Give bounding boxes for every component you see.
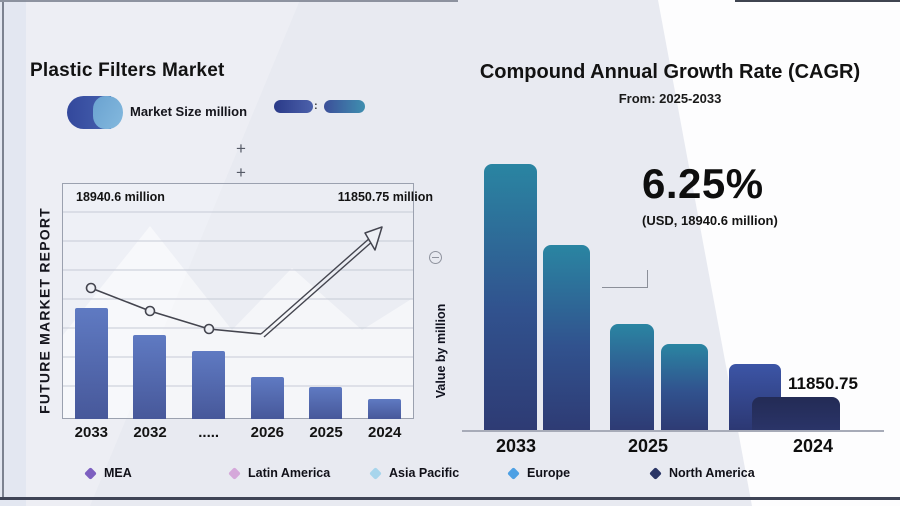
cagr-detail: (USD, 18940.6 million): [642, 213, 778, 228]
legend-diamond-icon: [369, 466, 382, 480]
cagr-bar: [661, 344, 708, 430]
market-size-bar: [75, 308, 108, 419]
x-axis-tick-label: 2033: [495, 436, 537, 456]
frame-line-left: [2, 2, 4, 497]
legend-diamond-icon: [228, 466, 241, 480]
plus-icon: +: [236, 163, 246, 182]
cylinder-icon: [67, 96, 123, 129]
frame-line-top-right: [735, 0, 900, 2]
legend-label: MEA: [104, 466, 132, 480]
legend-diamond-icon: [84, 466, 97, 480]
left-panel-title: Plastic Filters Market: [30, 60, 225, 81]
x-axis-tick-label: 2024: [792, 436, 834, 456]
frame-line-bottom: [0, 497, 900, 500]
x-axis-tick-label: 2024: [368, 424, 402, 441]
right-panel-title: Compound Annual Growth Rate (CAGR): [479, 61, 861, 83]
legend-label: Europe: [527, 466, 571, 480]
side-watermark-text: FUTURE MARKET REPORT: [36, 207, 53, 414]
market-size-bar: [133, 335, 166, 419]
annotation-end-value: 11850.75 million: [337, 190, 433, 204]
market-size-bar: [251, 377, 284, 419]
legend-item-north-america: North America: [649, 466, 755, 480]
right-panel-subtitle: From: 2025-2033: [618, 91, 722, 106]
region-legend: MEA Latin America Asia Pacific Europe North …: [0, 466, 900, 490]
line-marker: [85, 282, 97, 294]
cylinder-icon-cap: [93, 96, 123, 129]
legend-label: North America: [669, 466, 755, 480]
frame-line-top-left: [0, 0, 458, 2]
arrow-head-icon: [364, 226, 383, 251]
x-axis-tick-label: 2032: [133, 424, 167, 441]
line-marker: [203, 323, 215, 335]
annotation-start-value: 18940.6 million: [76, 190, 165, 204]
gridlines: [63, 211, 413, 387]
x-axis-tick-label: 2033: [74, 424, 109, 441]
legend-item-asia-pacific: Asia Pacific: [369, 466, 460, 480]
cagr-bar: [543, 245, 590, 430]
pill-icon-navy: [274, 100, 313, 113]
legend-item-latin-america: Latin America: [228, 466, 331, 480]
pill-separator: :: [314, 100, 318, 112]
series-label: Market Size million: [130, 104, 248, 119]
legend-item-europe: Europe: [507, 466, 571, 480]
plus-icon: +: [236, 139, 246, 158]
market-size-bar: [368, 399, 401, 419]
value-axis-label: Value by million: [434, 303, 448, 399]
cagr-bar: [484, 164, 537, 430]
minus-circle-icon: [429, 251, 442, 264]
x-axis-tick-label: 2025: [627, 436, 669, 456]
legend-diamond-icon: [649, 466, 662, 480]
market-size-bar: [192, 351, 225, 419]
corner-bracket-decoration: [602, 270, 648, 288]
left-chart-x-axis: 2033 2032..... 2026 2025 2024: [62, 424, 414, 441]
left-chart-bars: [75, 308, 401, 419]
cagr-bar: [752, 397, 840, 430]
cagr-value: 6.25%: [642, 160, 764, 207]
line-marker: [144, 305, 156, 317]
right-chart-axis-line: [462, 430, 884, 432]
legend-label: Asia Pacific: [389, 466, 460, 480]
legend-label: Latin America: [248, 466, 331, 480]
end-value-label: 11850.75: [788, 374, 858, 393]
legend-diamond-icon: [507, 466, 520, 480]
x-axis-tick-label: 2026: [250, 424, 285, 441]
legend-item-mea: MEA: [84, 466, 132, 480]
x-axis-tick-label: 2025: [309, 424, 343, 441]
x-axis-tick-label: .....: [198, 424, 220, 441]
pill-icon-teal: [324, 100, 365, 113]
right-panel-header: Compound Annual Growth Rate (CAGR) From:…: [469, 61, 871, 106]
cagr-bar: [610, 324, 654, 430]
market-size-bar: [309, 387, 342, 419]
